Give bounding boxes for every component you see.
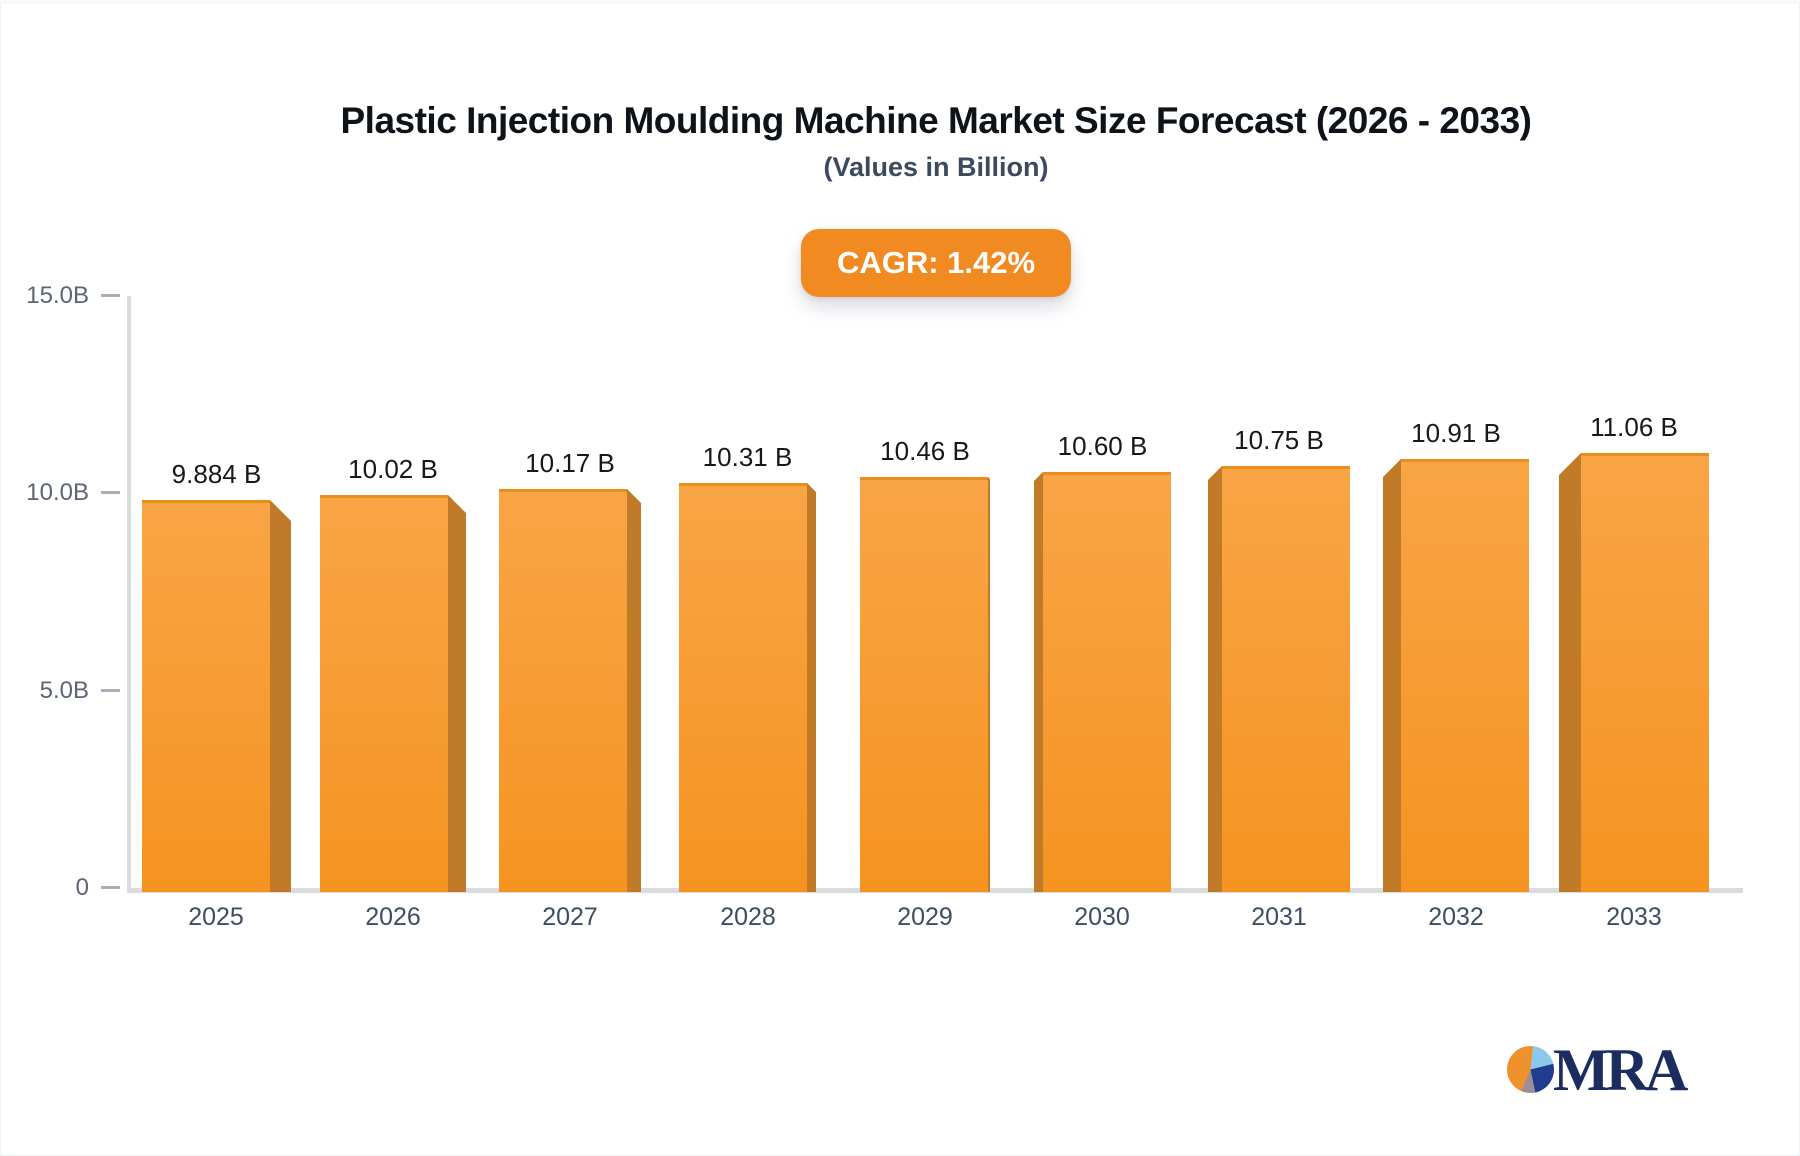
bar-2027: 10.17 B <box>499 448 641 892</box>
bar-face <box>1043 472 1171 892</box>
bar-value-label: 10.60 B <box>1057 431 1148 461</box>
bar-2032: 10.91 B <box>1383 418 1529 892</box>
bar-2031: 10.75 B <box>1208 425 1350 892</box>
brand-logo: MRA <box>1505 1037 1725 1110</box>
bar-face <box>1222 466 1350 892</box>
y-tick-label: 10.0B <box>26 479 89 507</box>
x-tick-label-2031: 2031 <box>1251 903 1307 931</box>
bar-side-face <box>807 483 816 892</box>
x-tick-label-2032: 2032 <box>1428 903 1484 931</box>
y-axis-line <box>127 296 131 892</box>
chart-title: Plastic Injection Moulding Machine Marke… <box>340 100 1532 141</box>
bar-side-face <box>270 500 291 892</box>
y-tick-label: 15.0B <box>26 282 89 309</box>
bar-value-label: 10.02 B <box>348 454 438 484</box>
bar-face <box>1401 459 1529 892</box>
y-tick-mark <box>101 688 120 692</box>
x-tick-label-2029: 2029 <box>897 903 953 931</box>
bar-value-label: 10.91 B <box>1411 418 1501 448</box>
bar-value-label: 9.884 B <box>171 459 262 489</box>
bar-side-face <box>1559 453 1581 892</box>
x-tick-label-2025: 2025 <box>188 903 244 931</box>
x-tick-label-2027: 2027 <box>542 903 598 931</box>
bar-side-face <box>627 489 641 892</box>
bar-2029: 10.46 B <box>860 436 990 892</box>
bar-2033: 11.06 B <box>1559 412 1709 892</box>
bar-face <box>679 483 807 892</box>
bar-2028: 10.31 B <box>679 442 816 892</box>
bar-2026: 10.02 B <box>320 454 466 892</box>
bar-side-face <box>1208 466 1222 892</box>
bar-face <box>499 489 627 892</box>
y-tick-mark <box>101 294 120 297</box>
x-tick-label-2033: 2033 <box>1606 903 1662 931</box>
x-tick-label-2030: 2030 <box>1074 903 1130 931</box>
bar-value-label: 10.31 B <box>702 442 793 472</box>
y-tick-mark <box>101 886 120 889</box>
cagr-badge: CAGR: 1.42% <box>800 229 1072 297</box>
pie-chart-logo-icon <box>1507 1046 1554 1093</box>
bar-face <box>860 477 988 892</box>
bar-2025: 9.884 B <box>142 459 291 892</box>
bar-2030: 10.60 B <box>1034 431 1171 892</box>
bar-side-face <box>1034 472 1043 892</box>
bar-side-face <box>988 477 990 892</box>
bar-value-label: 10.17 B <box>525 448 615 478</box>
brand-logo-text: MRA <box>1553 1037 1688 1103</box>
chart-subtitle: (Values in Billion) <box>823 152 1049 182</box>
x-tick-label-2026: 2026 <box>365 903 421 931</box>
bar-face <box>142 500 270 892</box>
y-tick-label: 5.0B <box>39 676 89 704</box>
bar-side-face <box>448 495 466 892</box>
chart-header: Plastic Injection Moulding Machine Marke… <box>129 4 1743 344</box>
bar-face <box>1581 453 1709 892</box>
bar-face <box>320 495 448 892</box>
y-tick-mark <box>101 491 120 495</box>
bar-value-label: 11.06 B <box>1590 412 1678 442</box>
bar-value-label: 10.75 B <box>1234 425 1324 455</box>
bar-value-label: 10.46 B <box>880 436 970 466</box>
bar-side-face <box>1383 459 1401 892</box>
x-tick-label-2028: 2028 <box>720 903 776 931</box>
y-tick-label: 0 <box>75 874 89 901</box>
